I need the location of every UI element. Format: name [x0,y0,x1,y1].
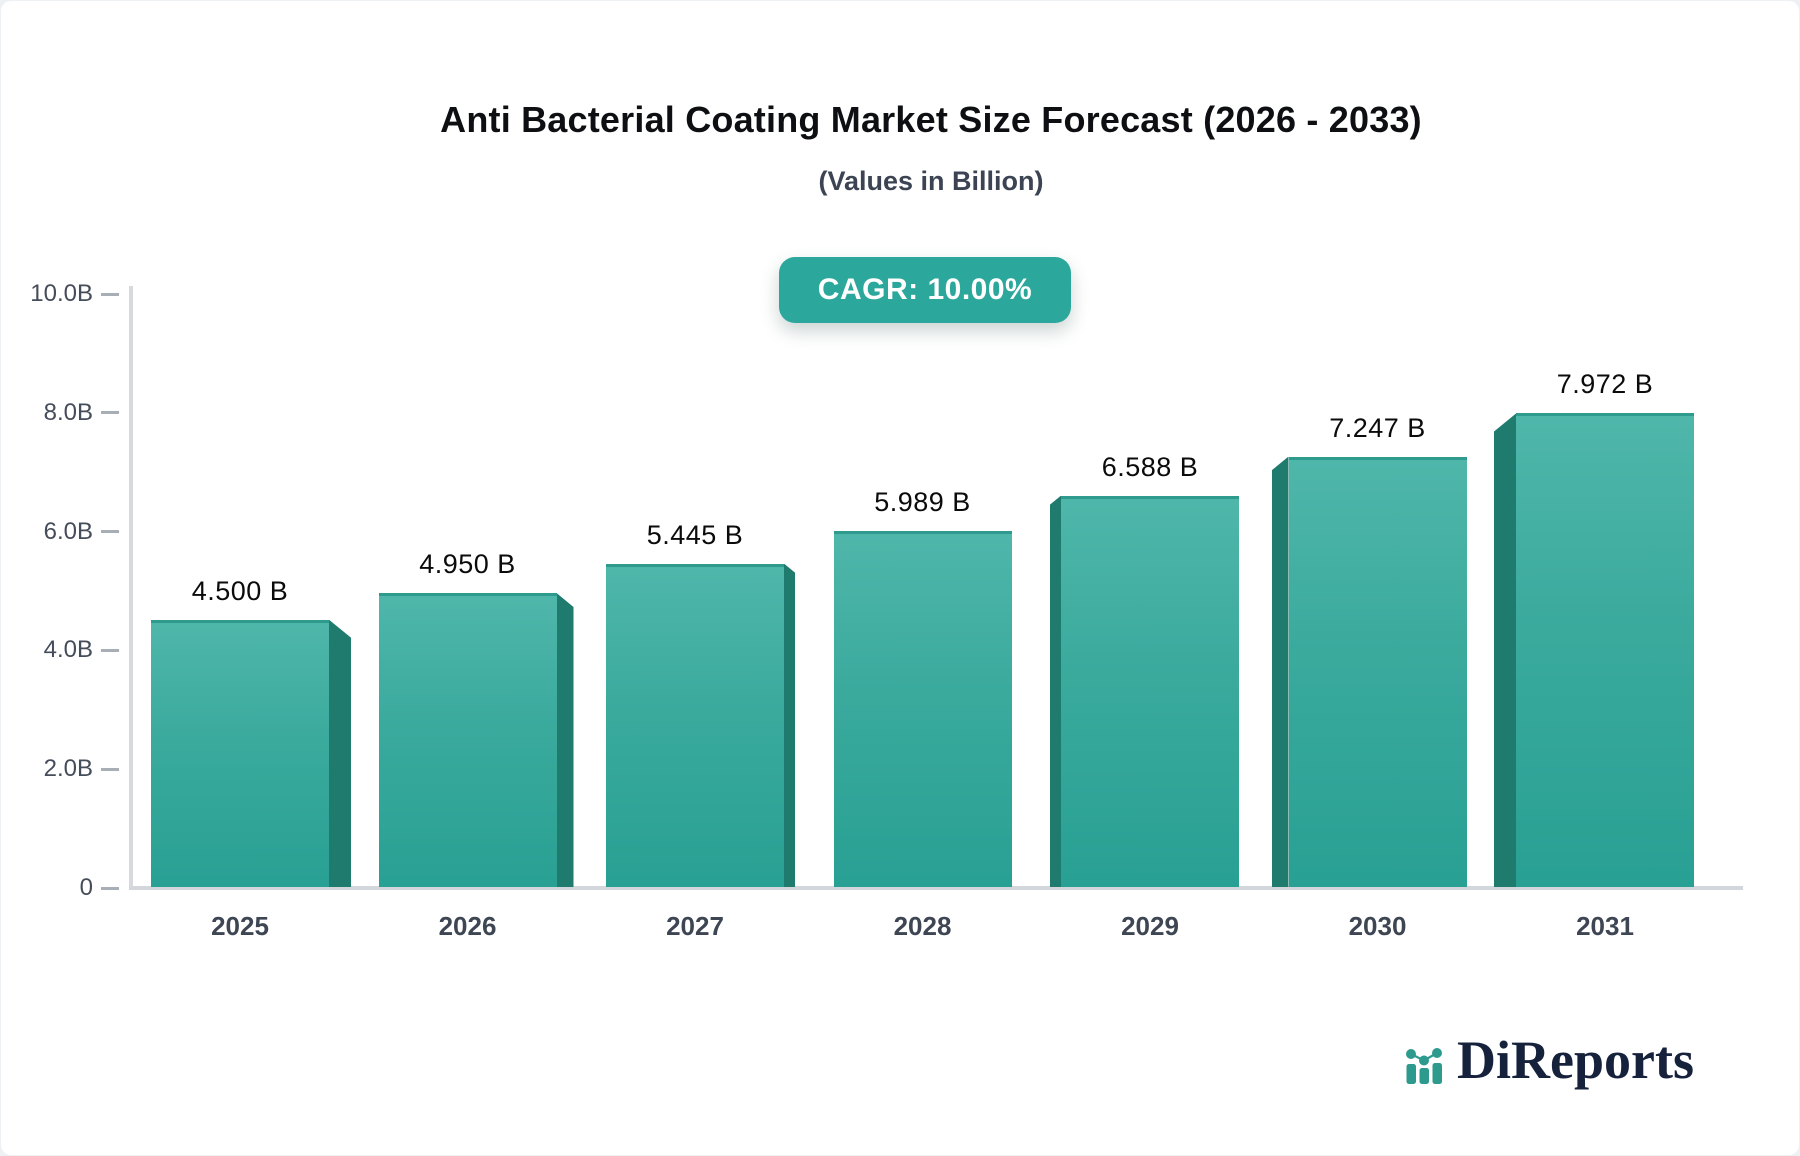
bar-face [1516,413,1694,887]
bar-face [378,592,557,887]
y-tick-dash [101,767,119,771]
bar-side-face [784,563,795,887]
y-tick-label: 2.0B [43,755,93,783]
bar-side-face [1271,456,1289,887]
bar-face [606,563,784,887]
x-axis-baseline [129,886,1743,890]
y-tick-label: 8.0B [43,398,93,426]
chart-title: Anti Bacterial Coating Market Size Forec… [440,99,1422,140]
bar-value-label: 7.247 B [1329,412,1426,443]
bar-value-label: 4.500 B [191,575,289,606]
bar-face [833,531,1012,887]
direports-logo: DiReports [1405,1033,1694,1087]
bar-face [1288,456,1467,887]
x-axis-label: 2030 [1348,911,1407,941]
mini-bar-line-chart-icon [1406,1048,1443,1084]
cagr-badge: CAGR: 10.00% [779,257,1071,323]
y-tick-dash [101,292,119,296]
chart-subtitle: (Values in Billion) [818,166,1044,196]
x-axis-label: 2031 [1576,911,1634,941]
bar-side-face [329,619,351,887]
bar-side-face [1050,495,1061,887]
cagr-badge-label: CAGR: 10.00% [817,273,1033,306]
y-tick-label: 0 [79,874,93,901]
y-tick-label: 6.0B [43,517,93,545]
bar-value-label: 5.989 B [874,487,971,518]
x-axis-label: 2026 [438,911,497,941]
x-axis-label: 2028 [893,911,952,941]
bar-value-label: 5.445 B [646,519,744,550]
y-tick-dash [101,886,119,890]
y-tick-dash [101,411,119,415]
bar-face [151,619,329,887]
x-axis-label: 2027 [666,911,724,941]
bar-face [1061,495,1239,887]
logo-text: DiReports [1457,1030,1694,1090]
x-axis-label: 2025 [211,911,269,941]
bar-value-label: 7.972 B [1556,369,1654,400]
bar-value-label: 4.950 B [419,548,516,579]
bar-value-label: 6.588 B [1101,451,1199,482]
y-tick-label: 10.0B [30,280,93,307]
x-axis-label: 2029 [1121,911,1179,941]
y-tick-dash [101,648,119,652]
y-tick-label: 4.0B [43,636,93,664]
y-tick-dash [101,530,119,534]
bar-side-face [1494,413,1516,887]
bar-side-face [556,592,574,887]
y-axis-line [129,286,133,890]
